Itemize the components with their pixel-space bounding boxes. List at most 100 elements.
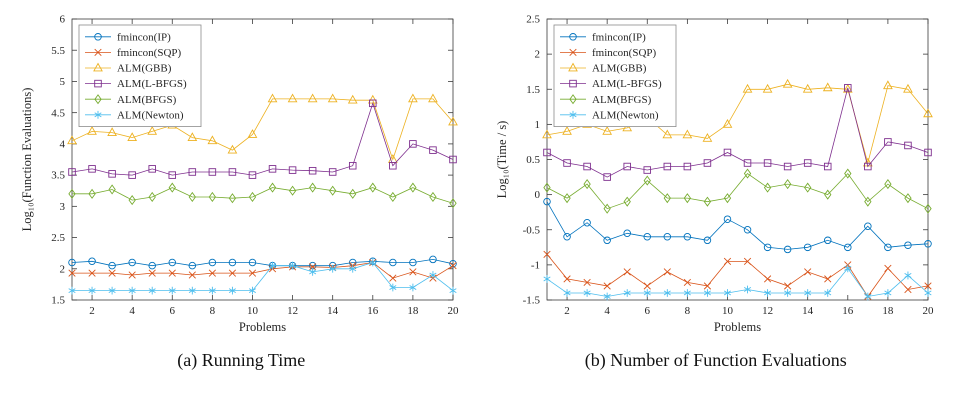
x-tick-label: 6 [170, 305, 176, 317]
marker-square [683, 162, 691, 171]
marker-diamond [683, 193, 691, 204]
marker-asterisk [623, 289, 631, 297]
marker-square [349, 161, 357, 170]
marker-square [248, 171, 257, 179]
marker-circle [823, 236, 832, 245]
marker-diamond [703, 196, 711, 207]
marker-diamond [369, 182, 377, 193]
marker-asterisk [563, 289, 571, 297]
y-tick-label: 5.5 [52, 45, 66, 57]
marker-triangle [742, 83, 753, 93]
marker-diamond [208, 191, 217, 203]
marker-triangle [348, 94, 358, 104]
marker-diamond [783, 179, 792, 190]
marker-x [108, 269, 116, 277]
marker-circle [803, 243, 812, 252]
marker-triangle [722, 118, 733, 128]
x-tick-label: 8 [684, 305, 690, 317]
marker-x [389, 274, 397, 282]
marker-diamond [543, 182, 551, 193]
x-tick-label: 2 [564, 305, 570, 317]
marker-x [94, 48, 102, 57]
marker-square [148, 165, 157, 173]
x-tick-label: 18 [408, 305, 420, 317]
marker-circle [563, 233, 571, 241]
chart-svg: 2 4 6 8 10 12 14 16 18 20 1.5 2 2.5 3 3.5 4 4.5 5 5.5 6 Prob… [18, 6, 465, 340]
marker-triangle [822, 82, 833, 92]
marker-diamond [603, 203, 611, 214]
marker-x [823, 275, 832, 283]
marker-triangle [762, 83, 773, 93]
marker-square [803, 159, 812, 167]
y-tick-label: 2 [60, 263, 66, 275]
marker-triangle [127, 132, 138, 141]
marker-square [924, 148, 932, 157]
marker-x [128, 271, 137, 279]
marker-square [188, 168, 197, 176]
marker-triangle [842, 83, 853, 93]
marker-asterisk [583, 289, 591, 297]
marker-asterisk [864, 292, 872, 301]
marker-diamond [88, 188, 96, 199]
marker-asterisk [723, 289, 731, 297]
marker-triangle [702, 132, 713, 142]
y-axis-label: Log₁₀(Function Evaluations) [20, 88, 34, 232]
x-tick-label: 16 [368, 305, 380, 317]
marker-square [563, 159, 571, 167]
y-tick-label: 0 [534, 189, 540, 201]
legend-label: ALM(BFGS) [592, 94, 652, 106]
marker-diamond [723, 193, 731, 204]
marker-square [269, 165, 277, 173]
legend-label: fmincon(SQP) [117, 47, 182, 59]
marker-diamond [389, 191, 397, 203]
marker-diamond [863, 196, 872, 207]
marker-asterisk [683, 289, 691, 297]
marker-circle [903, 241, 912, 249]
x-tick-label: 4 [604, 305, 610, 317]
marker-asterisk [68, 286, 76, 295]
marker-asterisk [643, 289, 651, 297]
marker-circle [248, 258, 257, 267]
marker-circle [743, 225, 752, 234]
marker-x [803, 268, 812, 276]
legend-label: ALM(BFGS) [117, 94, 177, 106]
series-line [72, 187, 454, 204]
marker-triangle [87, 125, 98, 135]
marker-square [543, 148, 551, 157]
y-tick-label: 1.5 [52, 295, 66, 307]
marker-square [763, 159, 772, 167]
marker-triangle [902, 83, 913, 93]
marker-triangle [622, 122, 632, 132]
marker-diamond [229, 193, 237, 204]
marker-triangle [448, 116, 459, 126]
marker-diamond [108, 184, 117, 195]
x-tick-label: 18 [882, 305, 894, 317]
marker-asterisk [329, 264, 337, 273]
marker-x [743, 257, 751, 265]
marker-square [703, 159, 711, 167]
marker-circle [94, 33, 102, 41]
series-line [72, 98, 454, 161]
marker-diamond [309, 182, 317, 193]
marker-x [449, 262, 457, 270]
legend-label: fmincon(SQP) [592, 47, 657, 59]
marker-diamond [349, 188, 357, 199]
y-tick-label: -1 [531, 259, 540, 271]
marker-square [389, 161, 397, 170]
marker-x [409, 268, 417, 276]
y-tick-label: 2.5 [52, 232, 66, 244]
marker-diamond [843, 168, 852, 179]
marker-square [94, 79, 102, 88]
marker-x [208, 269, 217, 277]
y-tick-label: 5 [60, 76, 66, 88]
y-tick-label: 1.5 [526, 84, 540, 96]
series-line [546, 267, 929, 297]
marker-square [329, 168, 337, 176]
marker-x [723, 257, 731, 265]
marker-square [409, 140, 417, 148]
marker-triangle [682, 129, 692, 139]
marker-square [128, 171, 137, 179]
marker-triangle [428, 93, 439, 103]
marker-asterisk [309, 268, 317, 276]
legend-box [78, 24, 202, 127]
